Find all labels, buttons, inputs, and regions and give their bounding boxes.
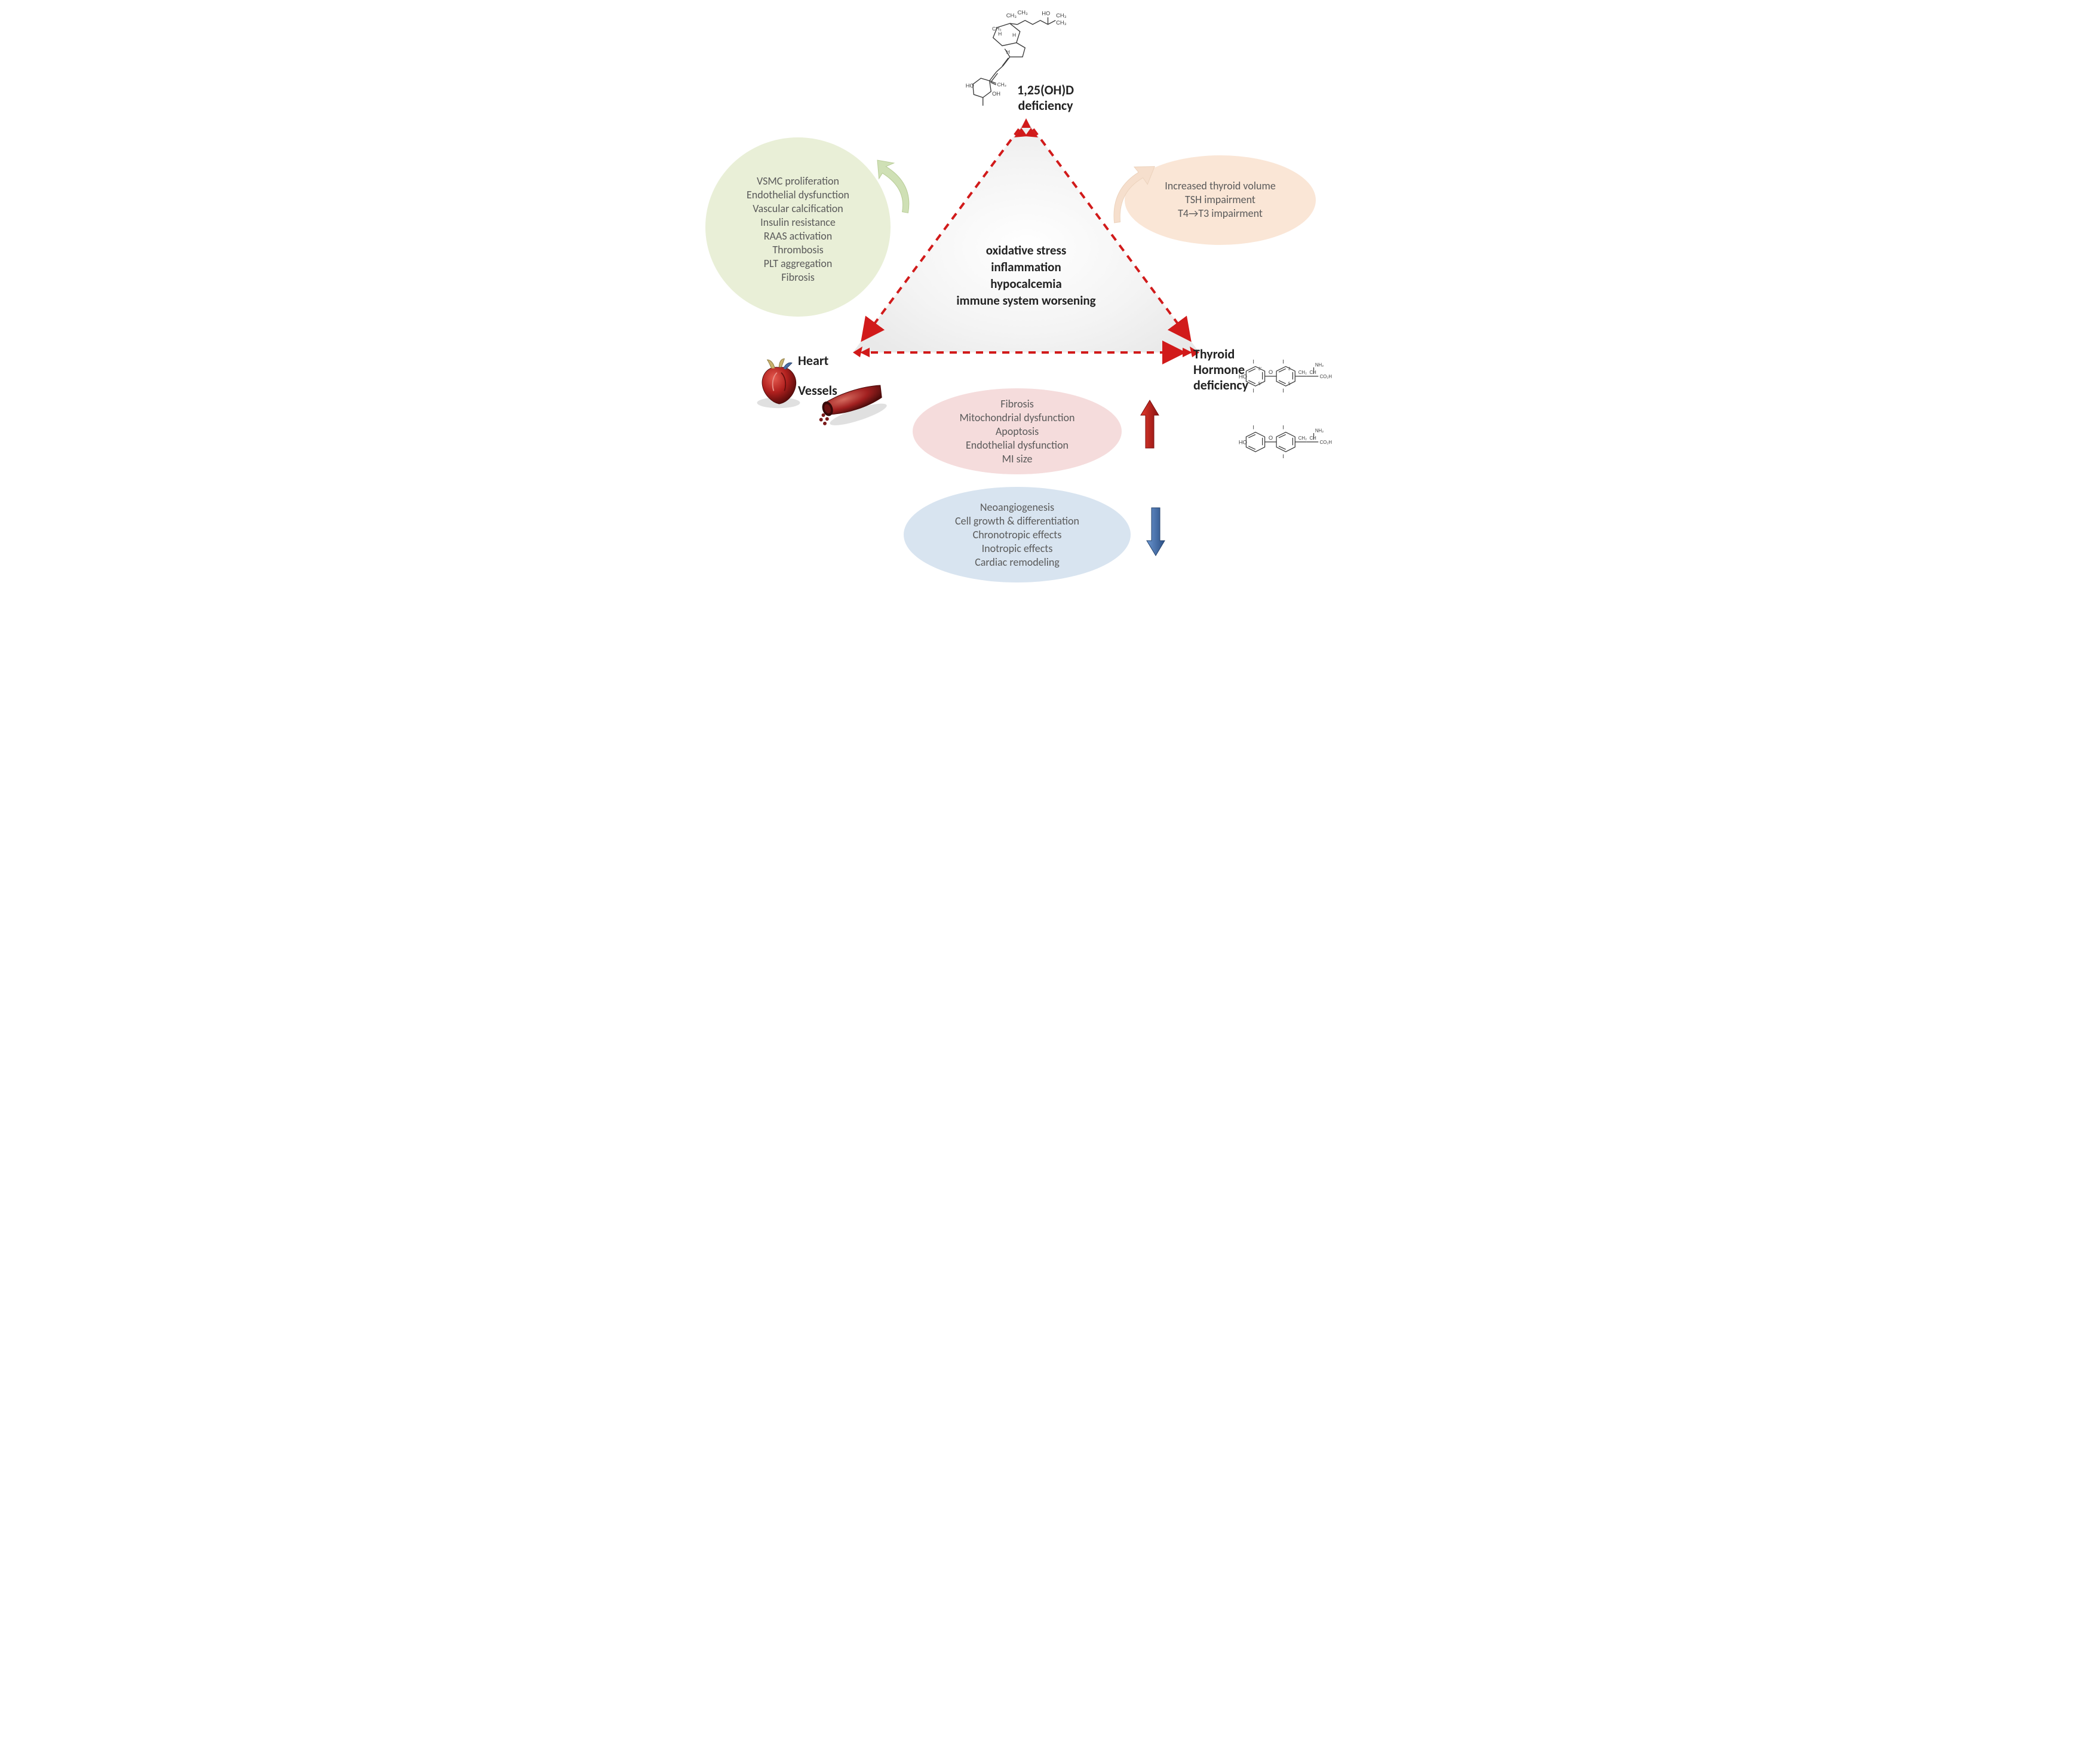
vertex-top-line1: 1,25(OH)D: [984, 82, 1107, 98]
svg-text:CH₃: CH₃: [1006, 13, 1017, 19]
bg-3: Insulin resistance: [727, 216, 868, 229]
tri-center-1: inflammation: [907, 259, 1146, 275]
svg-text:HO: HO: [1239, 440, 1247, 446]
vertex-right-line1: Thyroid: [1193, 346, 1289, 362]
bubble-peach-text: Increased thyroid volume TSH impairment …: [1146, 179, 1295, 220]
svg-text:CO₂H: CO₂H: [1320, 440, 1332, 445]
diagram-stage: CH₃ CH₃ HO CH₃ CH₃ H H H CH₃ HO OH: [692, 0, 1408, 597]
svg-text:H: H: [1006, 49, 1010, 55]
svg-text:H: H: [1012, 32, 1016, 38]
svg-text:CH: CH: [1309, 436, 1316, 441]
red-up-arrow: [1141, 400, 1159, 448]
svg-text:HO: HO: [1042, 11, 1050, 17]
vertex-right-label: Thyroid Hormone deficiency: [1193, 346, 1289, 393]
vertex-left-vessels: Vessels: [798, 382, 837, 398]
bb-1: Cell growth & differentiation: [922, 514, 1113, 528]
bk-0: Fibrosis: [928, 397, 1107, 411]
svg-text:CH₃: CH₃: [992, 26, 1002, 32]
heart-icon: [757, 358, 800, 408]
bg-4: RAAS activation: [727, 229, 868, 243]
bg-2: Vascular calcification: [727, 202, 868, 216]
svg-text:CH₂: CH₂: [1298, 370, 1307, 375]
bg-6: PLT aggregation: [727, 257, 868, 271]
svg-text:CO₂H: CO₂H: [1320, 374, 1332, 379]
tri-center-2: hypocalcemia: [907, 275, 1146, 292]
triangle-fill: [853, 119, 1199, 352]
bp-0: Increased thyroid volume: [1146, 179, 1295, 193]
bubble-blue-text: Neoangiogenesis Cell growth & differenti…: [922, 501, 1113, 569]
blue-down-arrow: [1147, 508, 1165, 556]
bubble-pink-text: Fibrosis Mitochondrial dysfunction Apopt…: [928, 397, 1107, 466]
bb-3: Inotropic effects: [922, 542, 1113, 556]
bk-3: Endothelial dysfunction: [928, 438, 1107, 452]
tri-center-3: immune system worsening: [907, 292, 1146, 309]
svg-text:CH₃: CH₃: [1018, 10, 1028, 16]
tri-center-0: oxidative stress: [907, 242, 1146, 259]
bp-2: T4→T3 impairment: [1146, 207, 1295, 220]
bb-4: Cardiac remodeling: [922, 556, 1113, 569]
vertex-left-heart: Heart: [798, 352, 828, 369]
vertex-top-label: 1,25(OH)D deficiency: [984, 82, 1107, 114]
bk-2: Apoptosis: [928, 425, 1107, 438]
bubble-green-text: VSMC proliferation Endothelial dysfuncti…: [727, 174, 868, 284]
svg-text:NH₂: NH₂: [1315, 428, 1324, 433]
bp-1: TSH impairment: [1146, 193, 1295, 207]
svg-text:O: O: [1269, 435, 1273, 441]
svg-text:CH₃: CH₃: [1056, 20, 1066, 26]
triangle-center-text: oxidative stress inflammation hypocalcem…: [907, 242, 1146, 309]
svg-text:CH₃: CH₃: [1056, 13, 1066, 19]
bg-7: Fibrosis: [727, 271, 868, 284]
t3-structure: HO I O I I CH₂ CH NH₂ CO₂H: [1239, 425, 1332, 459]
bg-5: Thrombosis: [727, 243, 868, 257]
svg-text:I: I: [1282, 453, 1284, 459]
bk-1: Mitochondrial dysfunction: [928, 411, 1107, 425]
vertex-right-line3: deficiency: [1193, 378, 1289, 393]
bg-1: Endothelial dysfunction: [727, 188, 868, 202]
bb-2: Chronotropic effects: [922, 528, 1113, 542]
svg-text:I: I: [1252, 425, 1254, 431]
svg-text:NH₂: NH₂: [1315, 362, 1324, 367]
bk-4: MI size: [928, 452, 1107, 466]
vertex-top-line2: deficiency: [984, 98, 1107, 114]
svg-text:I: I: [1282, 425, 1284, 431]
vertex-right-line2: Hormone: [1193, 362, 1289, 378]
bg-0: VSMC proliferation: [727, 174, 868, 188]
bb-0: Neoangiogenesis: [922, 501, 1113, 514]
svg-text:CH₂: CH₂: [1298, 436, 1307, 441]
triangle-head-top1: [1021, 118, 1031, 128]
svg-text:HO: HO: [966, 82, 974, 88]
svg-text:CH: CH: [1309, 370, 1316, 375]
